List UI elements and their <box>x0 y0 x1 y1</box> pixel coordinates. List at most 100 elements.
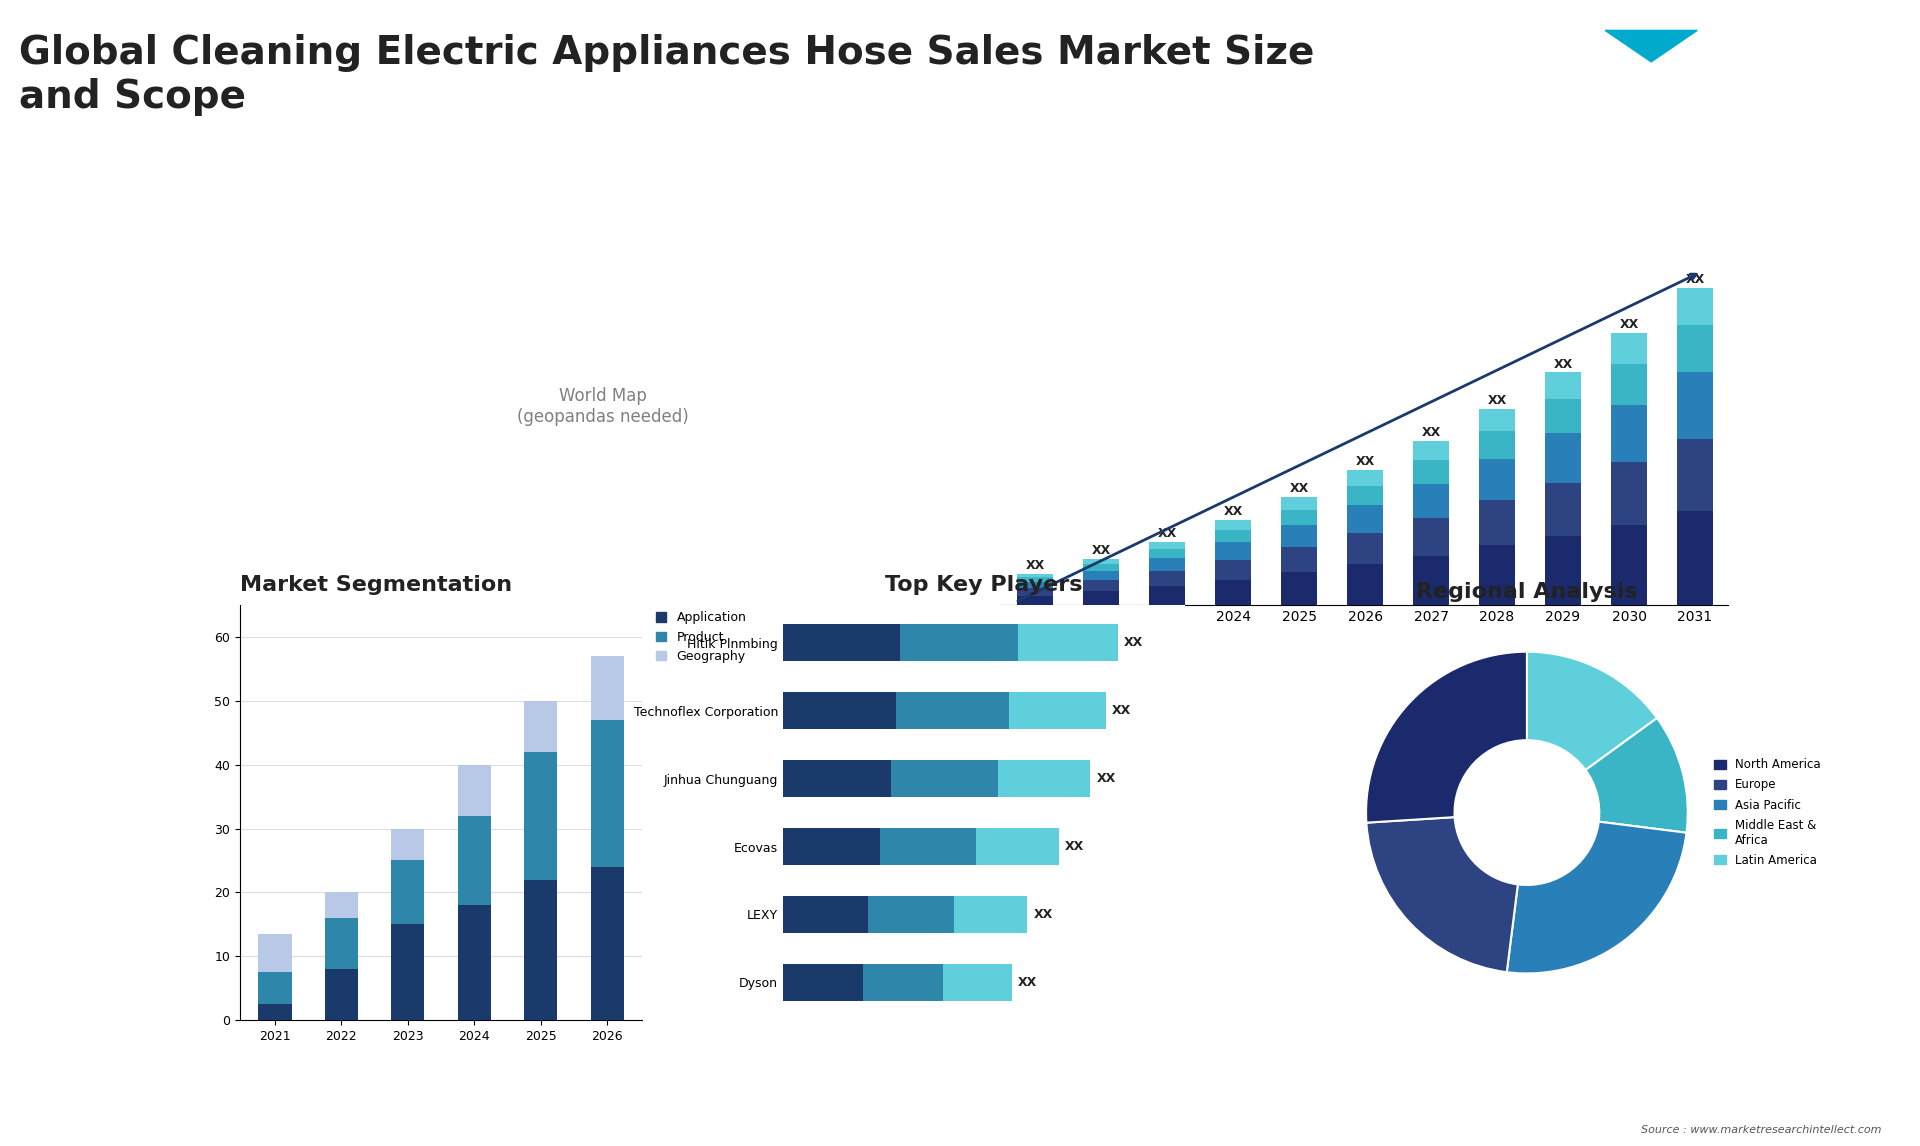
Bar <box>259 972 292 1004</box>
Bar <box>879 827 975 865</box>
Bar <box>1611 525 1647 605</box>
Bar <box>1348 504 1382 533</box>
Bar <box>1018 574 1054 576</box>
Wedge shape <box>1365 652 1526 823</box>
Bar <box>783 692 897 729</box>
Bar <box>1281 573 1317 605</box>
Bar <box>392 861 424 924</box>
Bar <box>1676 511 1713 605</box>
Bar <box>1546 536 1582 605</box>
Bar <box>1546 372 1582 399</box>
Bar <box>1611 364 1647 406</box>
Text: XX: XX <box>1290 482 1309 495</box>
Text: XX: XX <box>1553 358 1572 370</box>
Bar <box>1676 325 1713 372</box>
Bar <box>324 968 357 1020</box>
Bar <box>1083 580 1119 591</box>
Wedge shape <box>1507 822 1686 973</box>
Bar <box>1215 520 1252 529</box>
Bar <box>1148 587 1185 605</box>
Bar <box>783 625 900 661</box>
Bar <box>1281 525 1317 548</box>
Text: World Map
(geopandas needed): World Map (geopandas needed) <box>516 387 689 426</box>
Bar <box>591 720 624 866</box>
Wedge shape <box>1526 652 1657 770</box>
Text: XX: XX <box>1356 455 1375 468</box>
Bar <box>1546 482 1582 536</box>
Title: Top Key Players: Top Key Players <box>885 575 1083 595</box>
Bar <box>324 893 357 918</box>
Text: XX: XX <box>1686 273 1705 285</box>
Bar <box>457 816 492 905</box>
Bar <box>591 866 624 1020</box>
Text: XX: XX <box>1112 704 1131 717</box>
Bar <box>259 934 292 972</box>
Bar <box>1215 542 1252 560</box>
Text: XX: XX <box>1488 394 1507 407</box>
Bar <box>1281 497 1317 510</box>
Bar <box>457 764 492 816</box>
Text: XX: XX <box>1066 840 1085 853</box>
Bar <box>1611 462 1647 525</box>
Bar <box>524 752 557 880</box>
Wedge shape <box>1586 719 1688 833</box>
Text: XX: XX <box>1619 317 1638 331</box>
Bar <box>1018 625 1117 661</box>
Bar <box>943 964 1012 1002</box>
Bar <box>1478 409 1515 431</box>
Text: XX: XX <box>1025 559 1044 572</box>
Text: XX: XX <box>1096 772 1116 785</box>
Bar <box>998 760 1091 798</box>
Bar <box>392 829 424 861</box>
Bar <box>1281 548 1317 573</box>
Bar <box>1546 399 1582 433</box>
Bar <box>259 1004 292 1020</box>
Bar <box>1348 533 1382 564</box>
Bar <box>1348 486 1382 504</box>
Bar <box>1018 588 1054 596</box>
Bar <box>1215 529 1252 542</box>
Text: Source : www.marketresearchintellect.com: Source : www.marketresearchintellect.com <box>1642 1124 1882 1135</box>
Text: XX: XX <box>1123 636 1142 650</box>
Bar <box>975 827 1060 865</box>
Bar <box>1676 439 1713 511</box>
Text: XX: XX <box>1091 544 1112 557</box>
Text: XX: XX <box>1158 527 1177 541</box>
Text: RESEARCH: RESEARCH <box>1692 68 1764 81</box>
Bar <box>1478 431 1515 460</box>
Bar <box>900 625 1018 661</box>
Text: XX: XX <box>1223 505 1242 518</box>
Bar <box>954 896 1027 933</box>
Bar <box>783 964 862 1002</box>
Bar <box>1478 460 1515 500</box>
Bar <box>1083 559 1119 564</box>
Bar <box>1018 596 1054 605</box>
Bar <box>1148 542 1185 549</box>
Bar <box>591 657 624 720</box>
Bar <box>1083 591 1119 605</box>
Bar <box>1010 692 1106 729</box>
Bar <box>1478 500 1515 545</box>
Bar <box>1546 433 1582 482</box>
Bar <box>783 896 868 933</box>
Bar <box>457 905 492 1020</box>
Bar <box>1676 372 1713 439</box>
Bar <box>1348 470 1382 486</box>
Bar <box>1611 406 1647 462</box>
Bar <box>1413 460 1450 484</box>
Bar <box>783 760 891 798</box>
Bar <box>862 964 943 1002</box>
Bar <box>1676 288 1713 325</box>
Bar <box>1478 545 1515 605</box>
Bar <box>783 827 879 865</box>
Legend: North America, Europe, Asia Pacific, Middle East &
Africa, Latin America: North America, Europe, Asia Pacific, Mid… <box>1715 759 1820 866</box>
Text: Global Cleaning Electric Appliances Hose Sales Market Size
and Scope: Global Cleaning Electric Appliances Hose… <box>19 34 1315 117</box>
Bar <box>1148 549 1185 558</box>
Bar <box>1413 556 1450 605</box>
Bar <box>1083 571 1119 580</box>
Text: MARKET: MARKET <box>1699 42 1757 56</box>
Bar <box>524 880 557 1020</box>
Bar <box>392 924 424 1020</box>
Bar <box>1018 582 1054 588</box>
Bar <box>897 692 1010 729</box>
